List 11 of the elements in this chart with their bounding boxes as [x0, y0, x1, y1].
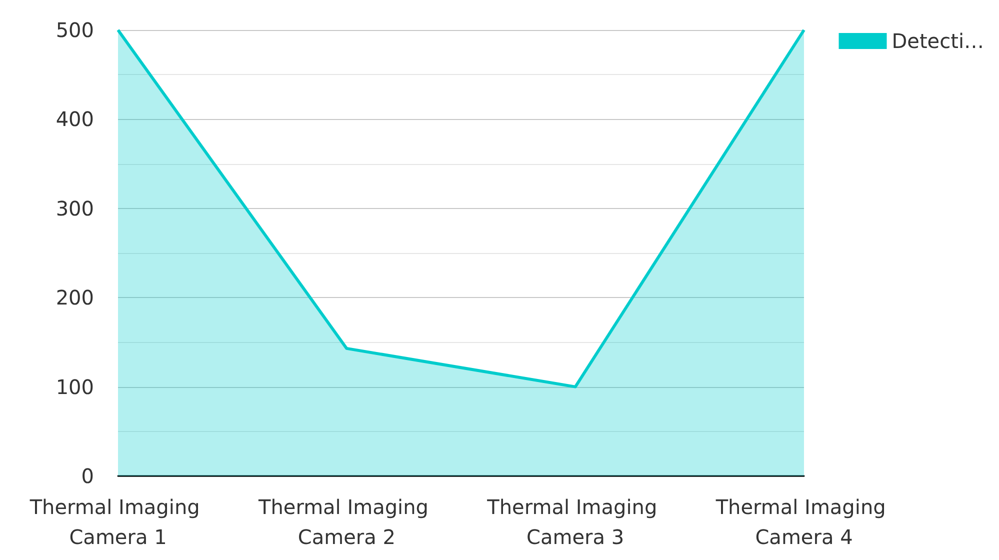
x-tick-label: Thermal Imaging Camera 2 [257, 495, 435, 549]
y-tick-label: 500 [56, 18, 94, 42]
legend-label: Detecti… [892, 29, 984, 53]
y-tick-label: 200 [56, 286, 94, 310]
x-tick-label: Thermal Imaging Camera 4 [714, 495, 892, 549]
y-tick-label: 400 [56, 107, 94, 132]
x-tick-label: Thermal Imaging Camera 1 [28, 495, 206, 549]
y-tick-label: 100 [56, 374, 94, 399]
y-tick-label: 300 [56, 196, 94, 220]
x-tick-label: Thermal Imaging Camera 3 [486, 495, 664, 549]
y-tick-label: 0 [81, 464, 94, 488]
